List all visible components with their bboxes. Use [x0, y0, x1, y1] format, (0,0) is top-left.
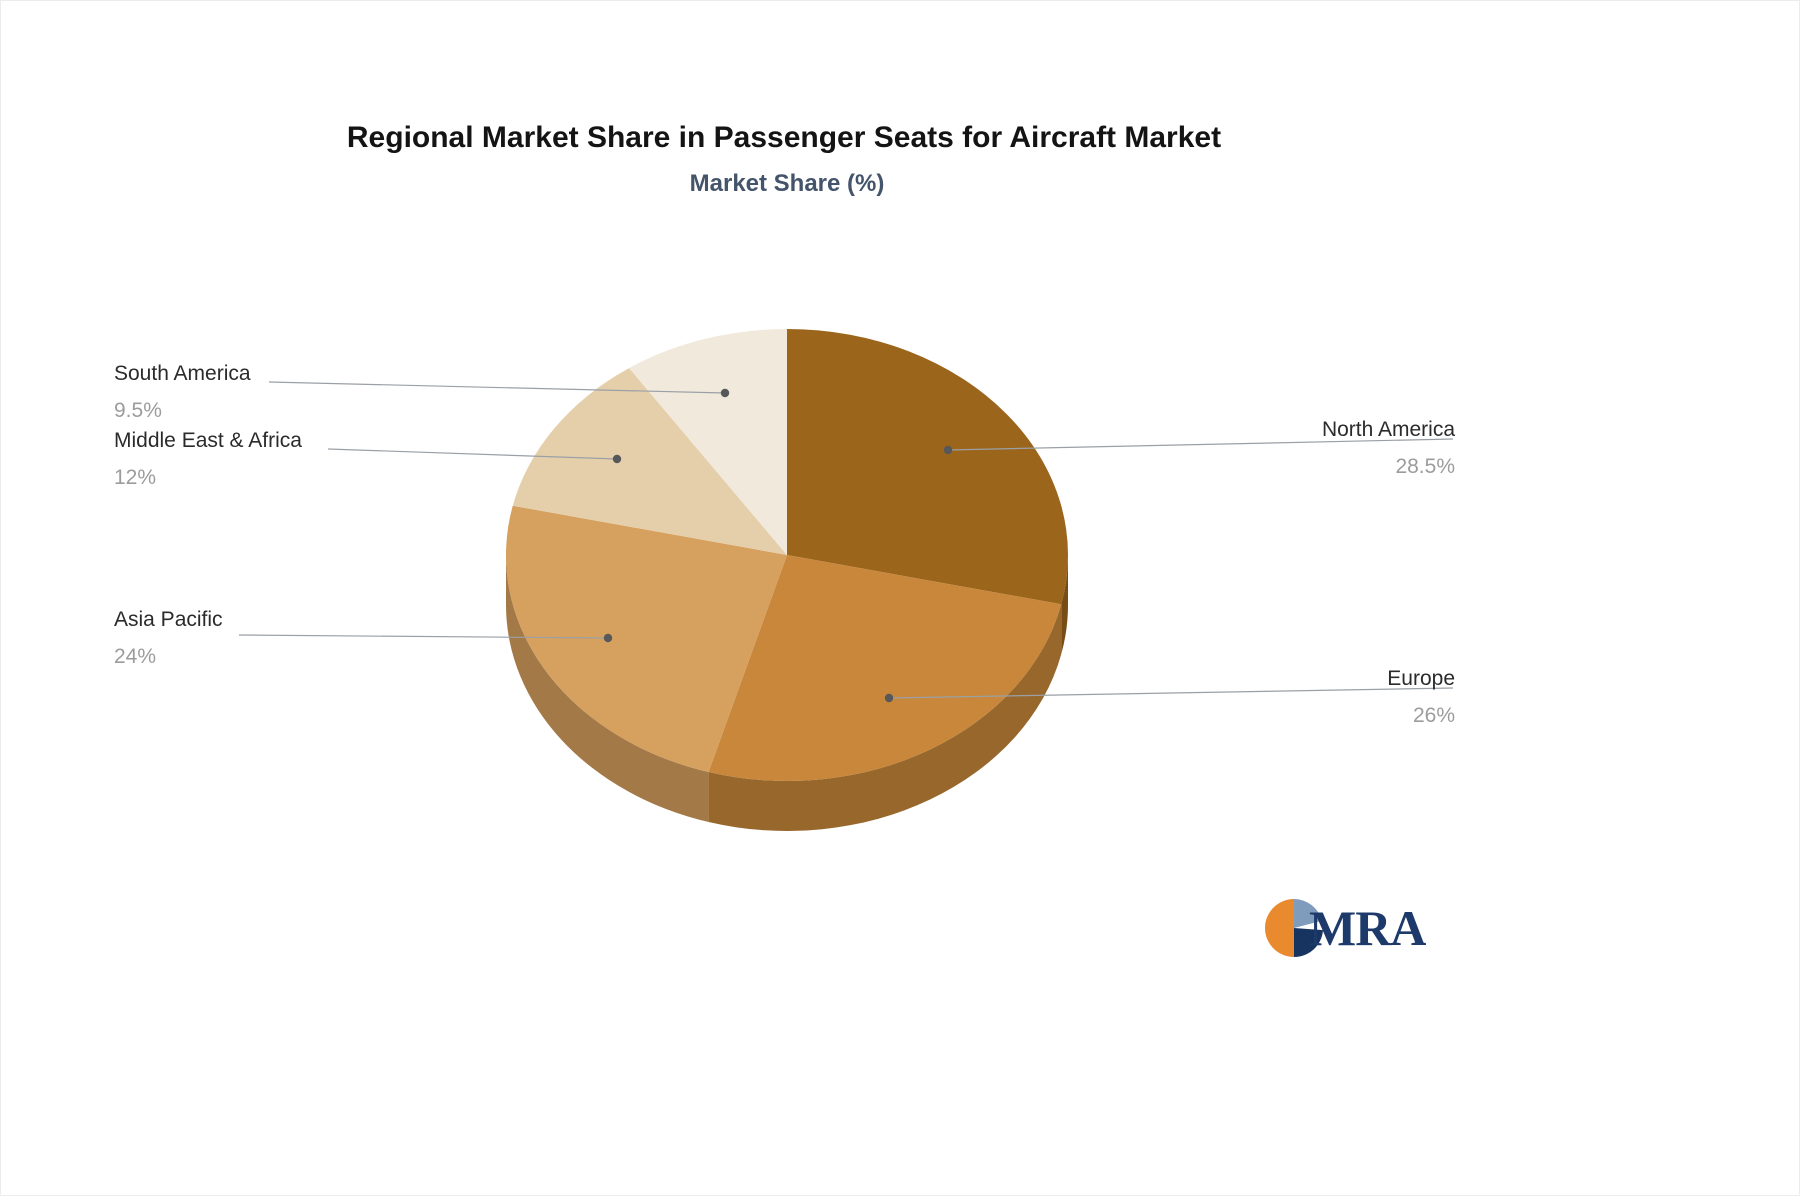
pie-slices: [506, 329, 1068, 831]
leader-dot-asia-pacific: [603, 633, 613, 643]
callout-value: 28.5%: [1395, 455, 1455, 478]
leader-line-south-america: [268, 381, 726, 394]
leader-line-north-america: [947, 438, 1454, 451]
pie-slice-middle-east-africa: [512, 368, 787, 555]
callout-label: Middle East & Africa: [114, 429, 302, 452]
chart-title: Regional Market Share in Passenger Seats…: [346, 121, 1222, 154]
logo-icon-navy-slice: [1294, 928, 1323, 957]
callout-label: Asia Pacific: [114, 608, 223, 631]
leader-dot-north-america: [943, 445, 953, 455]
callout-label: North America: [1321, 418, 1455, 441]
brand-logo-pie-icon: [1265, 899, 1323, 957]
callout-value: 12%: [114, 466, 157, 489]
pie-slice-north-america: [787, 329, 1068, 605]
leader-line-europe: [888, 687, 1454, 699]
leader-dot-europe: [884, 693, 894, 703]
chart-subtitle: Market Share (%): [689, 170, 885, 197]
callout-value: 24%: [114, 645, 157, 668]
callout-label: Europe: [1387, 667, 1455, 690]
callout-south-america: South America 9.5%: [114, 362, 251, 423]
callout-asia-pacific: Asia Pacific 24%: [114, 608, 223, 669]
callout-lines: [238, 381, 1454, 703]
callout-middle-east-africa: Middle East & Africa 12%: [114, 429, 302, 490]
brand-logo: MRA: [1265, 899, 1426, 957]
brand-logo-text: MRA: [1309, 900, 1426, 956]
pie-slice-south-america: [629, 329, 787, 555]
pie-slice-side-europe: [708, 604, 1062, 831]
pie-slice-side-asia-pacific: [506, 555, 709, 823]
pie-slice-side-north-america: [1061, 555, 1068, 655]
pie-slice-asia-pacific: [506, 505, 787, 773]
callout-europe: Europe 26%: [1387, 667, 1455, 728]
callout-north-america: North America 28.5%: [1322, 418, 1455, 479]
logo-icon-orange-slice: [1265, 899, 1294, 957]
pie-slice-europe: [708, 555, 1062, 781]
logo-icon-lightblue-slice: [1294, 899, 1322, 928]
leader-line-middle-east-africa: [327, 448, 618, 460]
leader-dot-middle-east-africa: [612, 454, 622, 464]
leader-dot-south-america: [720, 388, 730, 398]
callout-value: 26%: [1412, 704, 1455, 727]
callout-value: 9.5%: [114, 399, 162, 422]
callout-label: South America: [114, 362, 251, 385]
leader-line-asia-pacific: [238, 634, 609, 639]
